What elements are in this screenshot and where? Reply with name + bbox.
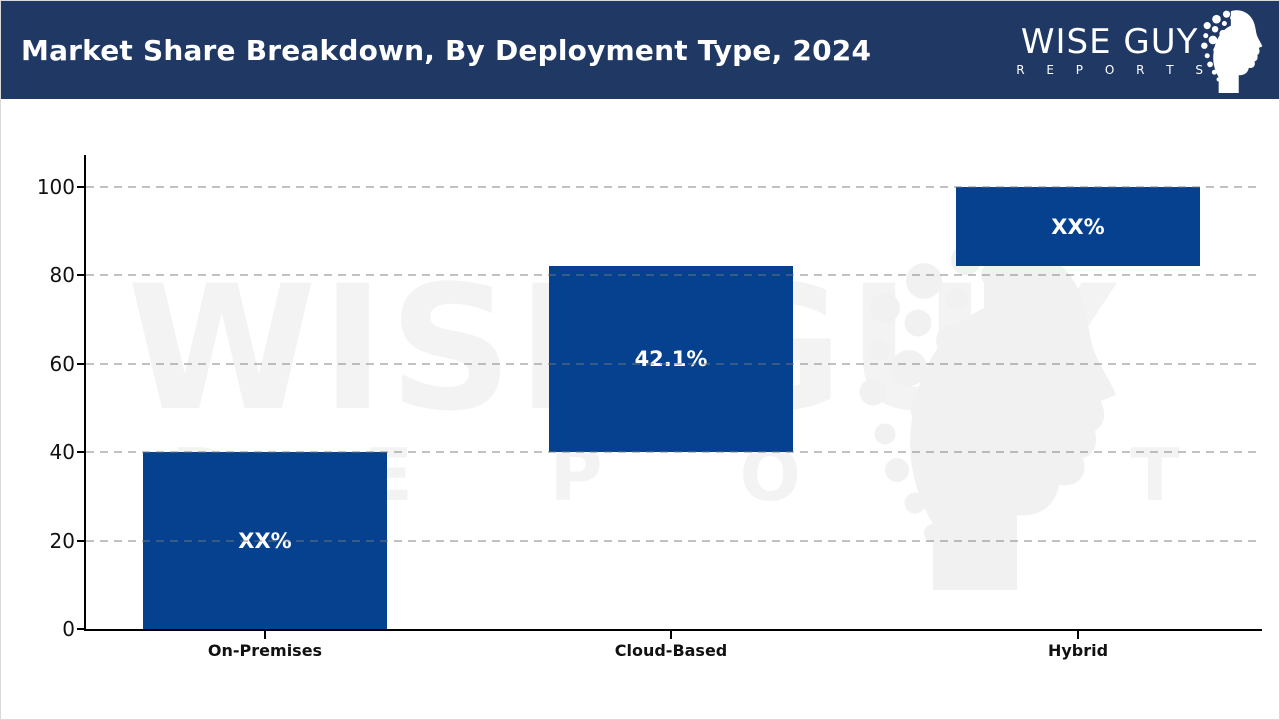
y-tick-mark	[77, 628, 85, 630]
brand-subname: R E P O R T S	[1016, 62, 1212, 77]
gridline-40	[86, 451, 1260, 454]
y-tick-mark	[77, 539, 85, 542]
x-category-label: Hybrid	[1047, 641, 1109, 660]
y-axis-spine	[84, 155, 86, 631]
x-tick-mark	[264, 631, 266, 639]
gridline-100	[86, 186, 1260, 188]
y-tick-mark	[77, 451, 85, 454]
brand-logo: WISE GUY R E P O R T S	[1016, 7, 1269, 93]
x-category-label: On-Premises	[207, 641, 323, 660]
x-tick-mark	[670, 631, 672, 639]
chart-title: Market Share Breakdown, By Deployment Ty…	[21, 33, 872, 67]
y-tick-label: 20	[49, 528, 75, 553]
y-tick-label: 0	[62, 617, 75, 641]
brand-name: WISE GUY	[1020, 21, 1199, 62]
gridline-20	[86, 539, 1260, 542]
y-tick-label: 60	[49, 351, 75, 376]
brand-logo-text: WISE GUY R E P O R T S	[1016, 25, 1203, 76]
header-bar: Market Share Breakdown, By Deployment Ty…	[1, 1, 1279, 99]
bar-value-label: XX%	[238, 528, 292, 553]
brand-face-icon	[1201, 10, 1263, 93]
gridline-60	[86, 362, 1260, 365]
x-tick-mark	[1077, 631, 1079, 639]
bar-value-label: 42.1%	[634, 347, 708, 372]
y-tick-mark	[77, 362, 85, 365]
y-tick-mark	[77, 186, 85, 188]
gridline-80	[86, 274, 1260, 277]
x-category-label: Cloud-Based	[614, 641, 728, 660]
y-tick-mark	[77, 274, 85, 277]
y-tick-label: 80	[49, 263, 75, 288]
bar-hybrid: XX%	[956, 187, 1200, 267]
y-tick-label: 100	[36, 175, 75, 199]
y-tick-label: 40	[49, 440, 75, 465]
bar-value-label: XX%	[1051, 214, 1105, 239]
bar-cloud-based: 42.1%	[549, 266, 793, 453]
x-axis-spine	[84, 629, 1262, 631]
bar-on-premises: XX%	[143, 452, 387, 629]
